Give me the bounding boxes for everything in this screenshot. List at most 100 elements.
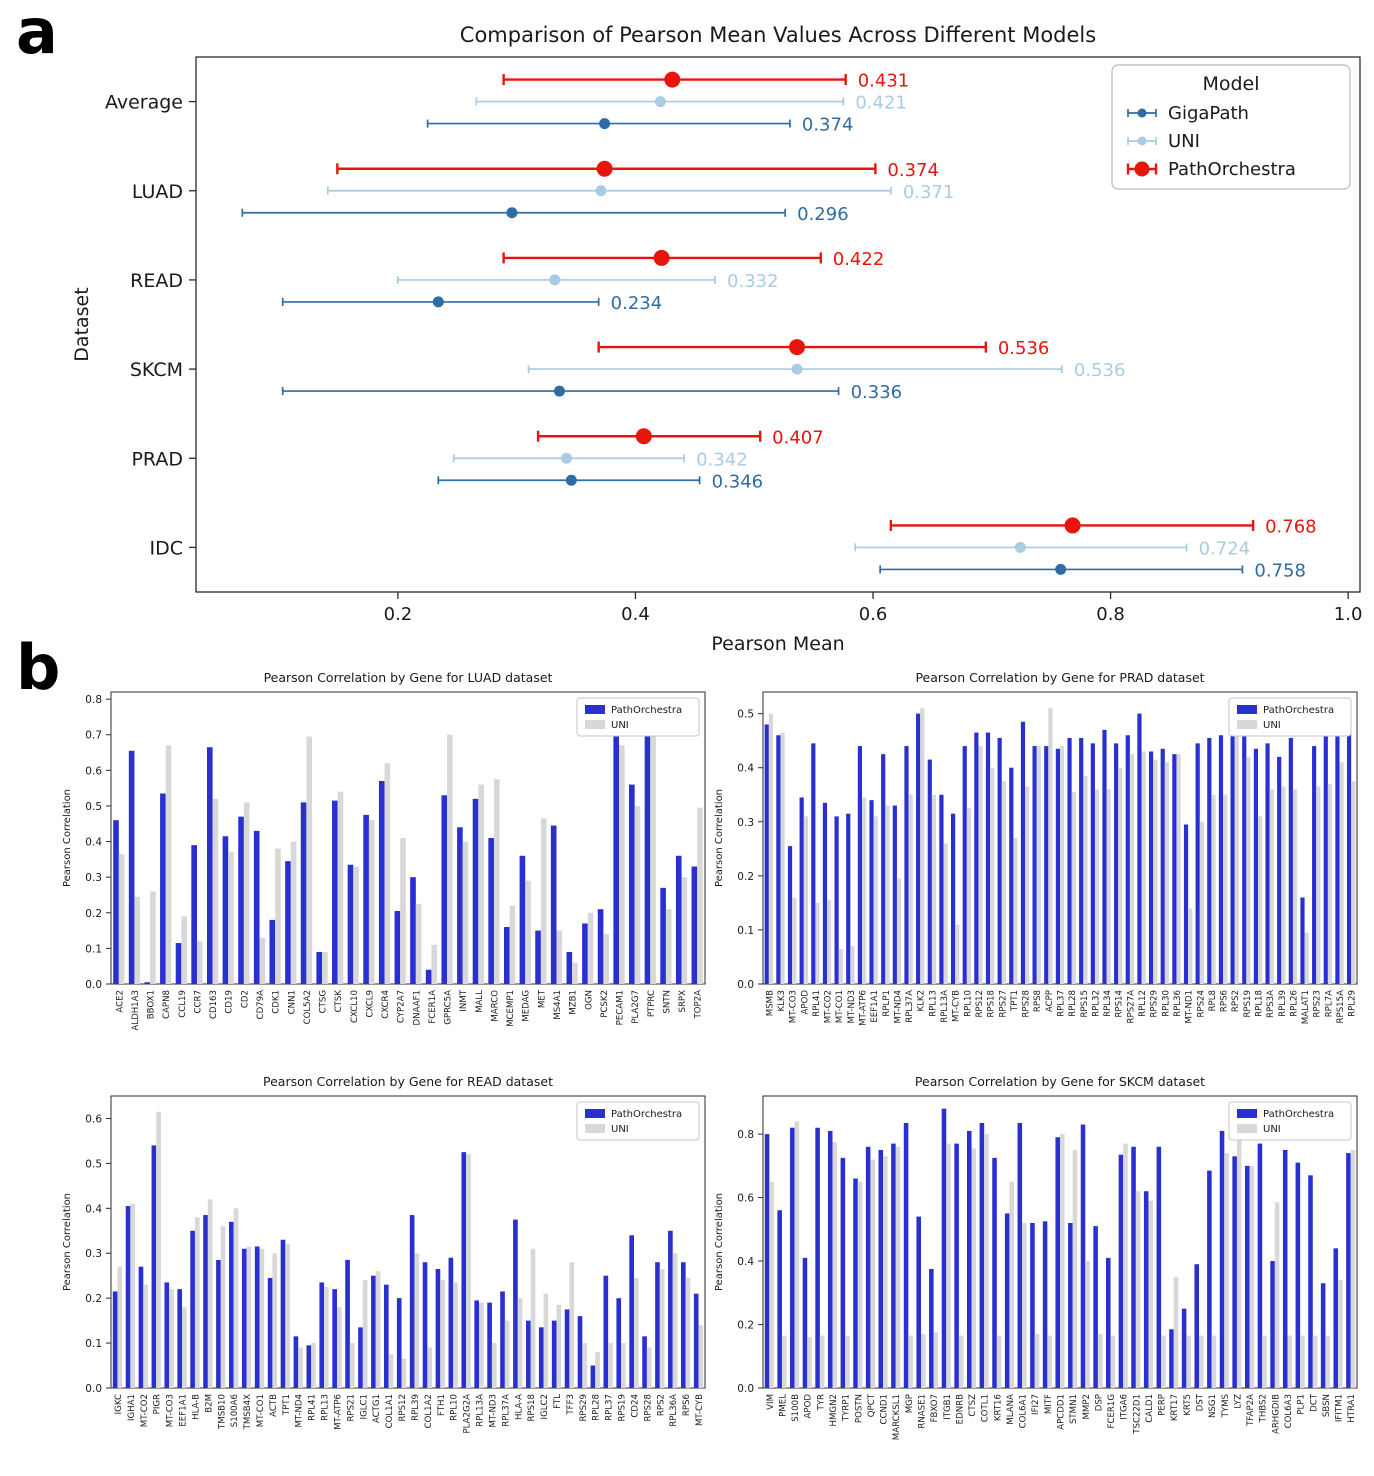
bar-pathorchestra: [941, 1108, 947, 1388]
bar-uni: [375, 1271, 381, 1388]
legend-entry-label: UNI: [611, 720, 629, 731]
bar-uni: [259, 1248, 265, 1388]
gene-label: RPL28: [1068, 990, 1078, 1017]
bar-pathorchestra: [347, 864, 354, 984]
bar-uni: [815, 902, 820, 984]
bar-pathorchestra: [577, 1316, 583, 1388]
bar-pathorchestra: [840, 1157, 846, 1388]
y-tick-label: 0.2: [85, 908, 102, 920]
UNI-legend-swatch: [1237, 720, 1257, 729]
gene-label: RPS27: [998, 990, 1008, 1018]
read-gene-bar-chart: Pearson Correlation by Gene for READ dat…: [62, 1074, 706, 1434]
gene-label: POSTN: [854, 1394, 864, 1423]
y-tick-label: 0.4: [85, 837, 102, 849]
bar-pathorchestra: [1017, 1122, 1023, 1388]
bar-uni: [608, 1343, 613, 1388]
y-axis-label: Pearson Correlation: [714, 789, 725, 887]
bar-pathorchestra: [597, 909, 604, 984]
bar-pathorchestra: [1148, 751, 1154, 984]
bar-pathorchestra: [764, 724, 769, 984]
gene-label: MT-ATP6: [333, 1394, 343, 1430]
gene-label: CYP2A7: [397, 990, 407, 1023]
gene-label: STMN1: [1069, 1394, 1079, 1424]
legend-entry-label: UNI: [1168, 131, 1200, 152]
gene-label: DST: [1196, 1393, 1206, 1411]
bar-uni: [569, 1262, 575, 1388]
bar-uni: [794, 1121, 800, 1388]
gene-label: RPS12: [975, 990, 985, 1018]
gene-label: COL1A1: [385, 1394, 395, 1428]
bar-pathorchestra: [603, 1275, 609, 1388]
UNI-legend-swatch: [585, 720, 605, 729]
y-tick-label: 0.2: [85, 1293, 102, 1305]
bar-uni: [1022, 1222, 1027, 1388]
gene-label: COL6A1: [1019, 1394, 1029, 1428]
bar-pathorchestra: [345, 1259, 350, 1388]
gene-label: DNAAF1: [412, 990, 422, 1025]
bar-uni: [1173, 1276, 1179, 1388]
bar-uni: [1188, 908, 1193, 984]
bar-uni: [572, 962, 578, 984]
bar-uni: [1287, 1335, 1293, 1388]
bar-uni: [165, 745, 172, 984]
gene-label: RPS28: [1022, 990, 1032, 1018]
bar-uni: [1129, 754, 1135, 984]
gene-label: MSMB: [765, 990, 775, 1016]
GigaPath-legend-marker: [1137, 108, 1147, 118]
gene-label: MT-CO2: [140, 1394, 150, 1427]
bar-pathorchestra: [802, 1257, 808, 1388]
bar-uni: [1236, 1138, 1242, 1388]
series-UNI: 0.421 0.371 0.332 0.536 0.342 0.724: [326, 93, 1250, 559]
gene-label: RPL18: [1255, 990, 1265, 1017]
bar-pathorchestra: [487, 1302, 492, 1388]
legend-entry-label: UNI: [1263, 720, 1281, 731]
y-tick-label: PRAD: [131, 448, 183, 470]
bar-uni: [349, 1343, 355, 1388]
gene-label: TPT1: [1010, 990, 1020, 1012]
gene-label: KRT17: [1170, 1394, 1180, 1421]
value-label: 0.768: [1265, 516, 1317, 537]
bar-pathorchestra: [1169, 1329, 1174, 1388]
mean-marker: [549, 274, 561, 286]
gene-label: RPS29: [1150, 990, 1160, 1018]
bar-uni: [491, 1343, 497, 1388]
gene-label: MCEMP1: [506, 990, 516, 1027]
gene-label: MT-ND3: [847, 990, 857, 1024]
gene-label: MZB1: [569, 990, 579, 1015]
bar-uni: [246, 1246, 252, 1388]
bar-uni: [1161, 1335, 1166, 1388]
gene-label: RPL13A: [940, 990, 950, 1023]
bar-pathorchestra: [410, 877, 416, 984]
gene-label: RPL34: [1103, 990, 1113, 1017]
bar-uni: [440, 1280, 445, 1388]
bar-uni: [1110, 1335, 1116, 1388]
bar-uni: [169, 1289, 174, 1388]
bar-pathorchestra: [280, 1239, 286, 1388]
bar-uni: [543, 1293, 549, 1388]
bar-pathorchestra: [668, 1230, 673, 1388]
gene-label: ITGB1: [943, 1394, 953, 1420]
bar-pathorchestra: [1270, 1261, 1275, 1388]
gene-label: CNN1: [287, 990, 297, 1014]
gene-label: PERP: [1158, 1394, 1168, 1416]
bar-pathorchestra: [815, 1127, 820, 1388]
y-tick-label: 0.6: [85, 1113, 102, 1125]
value-label: 0.422: [833, 249, 885, 270]
bar-pathorchestra: [1277, 756, 1282, 984]
bar-pathorchestra: [113, 820, 119, 984]
y-tick-label: 0.2: [737, 871, 754, 883]
bar-pathorchestra: [950, 813, 956, 984]
bar-uni: [1281, 786, 1286, 984]
bar-uni: [1072, 1149, 1078, 1388]
bar-pathorchestra: [1131, 1146, 1136, 1388]
bar-uni: [1148, 1200, 1154, 1388]
gene-label: RPS2: [1231, 990, 1241, 1012]
mean-marker: [599, 118, 611, 130]
y-tick-label: 0.8: [737, 1129, 754, 1141]
gene-label: PMEL: [778, 1394, 788, 1417]
bar-uni: [659, 1268, 665, 1388]
mean-marker: [1014, 541, 1026, 553]
gene-label: MT-CYB: [695, 1394, 705, 1426]
bars: [764, 708, 1356, 984]
